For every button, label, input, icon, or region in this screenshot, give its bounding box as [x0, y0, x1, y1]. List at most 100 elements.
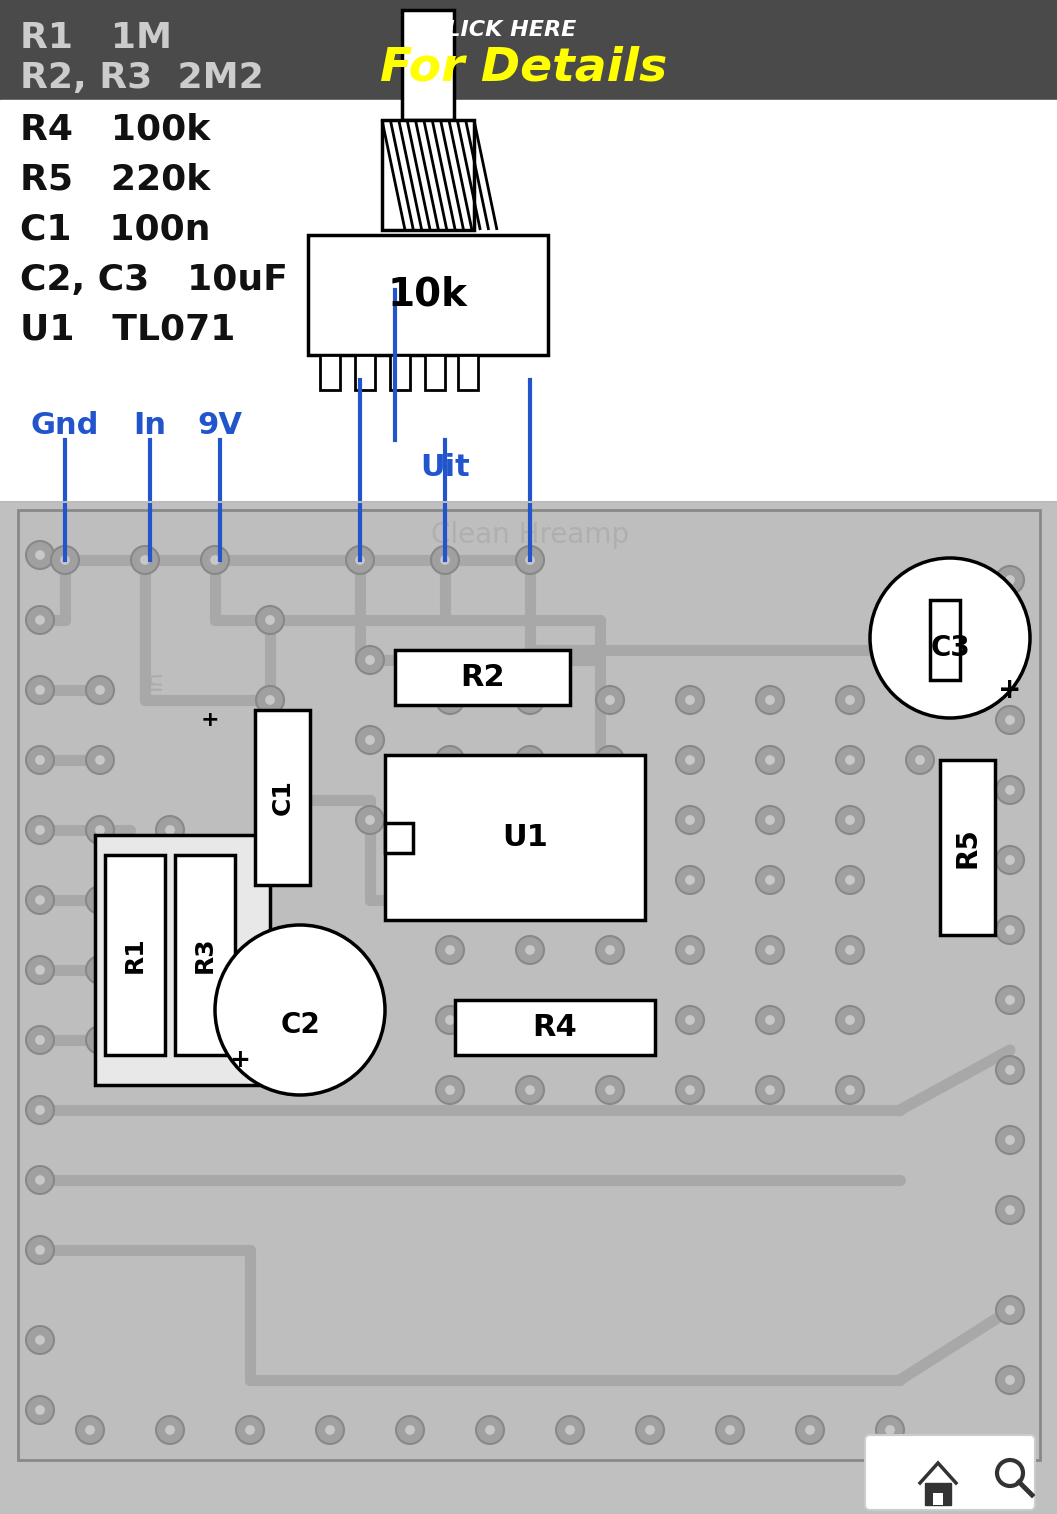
Bar — [95, 836, 270, 1086]
Circle shape — [165, 1425, 174, 1435]
Circle shape — [765, 1086, 775, 1095]
Circle shape — [596, 1005, 624, 1034]
Circle shape — [685, 755, 694, 765]
Bar — [455, 1001, 655, 1055]
Circle shape — [996, 916, 1024, 945]
Text: In: In — [145, 669, 165, 690]
Circle shape — [435, 1076, 464, 1104]
Bar — [308, 235, 548, 354]
Circle shape — [35, 1335, 44, 1344]
Circle shape — [141, 556, 150, 565]
Circle shape — [156, 1416, 184, 1444]
Circle shape — [35, 686, 44, 695]
Circle shape — [95, 1036, 105, 1045]
Circle shape — [676, 1076, 704, 1104]
Circle shape — [356, 646, 384, 674]
Text: U1   TL071: U1 TL071 — [20, 313, 236, 347]
Circle shape — [605, 945, 615, 955]
Circle shape — [836, 746, 864, 774]
Circle shape — [996, 986, 1024, 1014]
Circle shape — [445, 755, 455, 765]
Circle shape — [435, 866, 464, 893]
Circle shape — [645, 1425, 655, 1435]
Circle shape — [996, 1126, 1024, 1154]
Circle shape — [1005, 995, 1015, 1005]
Bar — [425, 354, 445, 391]
Circle shape — [396, 1416, 424, 1444]
Circle shape — [1005, 786, 1015, 795]
Circle shape — [605, 755, 615, 765]
Circle shape — [156, 955, 184, 984]
Circle shape — [596, 936, 624, 964]
Bar — [105, 855, 165, 1055]
Circle shape — [26, 540, 54, 569]
Circle shape — [605, 1086, 615, 1095]
Circle shape — [60, 556, 70, 565]
Circle shape — [35, 1405, 44, 1416]
Circle shape — [765, 815, 775, 825]
Circle shape — [676, 805, 704, 834]
Circle shape — [256, 686, 284, 715]
Circle shape — [35, 1175, 44, 1185]
Circle shape — [95, 825, 105, 834]
Text: R1   1M: R1 1M — [20, 21, 172, 55]
Bar — [175, 855, 235, 1055]
Circle shape — [516, 746, 544, 774]
Circle shape — [26, 675, 54, 704]
Bar — [940, 760, 995, 936]
Circle shape — [525, 875, 535, 884]
Circle shape — [676, 686, 704, 715]
Circle shape — [996, 1055, 1024, 1084]
Bar — [320, 354, 340, 391]
Text: +: + — [998, 675, 1022, 704]
Text: R2, R3  2M2: R2, R3 2M2 — [20, 61, 264, 95]
Circle shape — [516, 1076, 544, 1104]
Circle shape — [605, 1014, 615, 1025]
Circle shape — [765, 695, 775, 706]
Circle shape — [265, 615, 275, 625]
Circle shape — [915, 755, 925, 765]
Circle shape — [836, 686, 864, 715]
Circle shape — [26, 606, 54, 634]
Circle shape — [676, 936, 704, 964]
Circle shape — [35, 1036, 44, 1045]
Circle shape — [525, 755, 535, 765]
Circle shape — [265, 825, 275, 834]
Circle shape — [95, 964, 105, 975]
Circle shape — [445, 875, 455, 884]
Circle shape — [870, 559, 1030, 718]
Circle shape — [765, 755, 775, 765]
Circle shape — [445, 1086, 455, 1095]
Circle shape — [756, 936, 784, 964]
Circle shape — [35, 1105, 44, 1114]
Circle shape — [26, 1026, 54, 1054]
Circle shape — [35, 1245, 44, 1255]
Circle shape — [836, 1076, 864, 1104]
Circle shape — [405, 1425, 415, 1435]
Bar — [255, 710, 310, 886]
Circle shape — [26, 746, 54, 774]
Circle shape — [95, 755, 105, 765]
FancyBboxPatch shape — [865, 1435, 1035, 1509]
Circle shape — [885, 1425, 895, 1435]
Text: R5   220k: R5 220k — [20, 164, 210, 197]
Circle shape — [26, 1235, 54, 1264]
Bar — [395, 650, 570, 706]
Circle shape — [525, 556, 535, 565]
Circle shape — [1005, 1066, 1015, 1075]
Text: C1: C1 — [271, 780, 295, 816]
Circle shape — [996, 706, 1024, 734]
Circle shape — [676, 746, 704, 774]
Circle shape — [605, 875, 615, 884]
Circle shape — [26, 1166, 54, 1195]
Circle shape — [245, 1425, 255, 1435]
Circle shape — [516, 547, 544, 574]
Circle shape — [35, 964, 44, 975]
Circle shape — [445, 945, 455, 955]
Circle shape — [605, 695, 615, 706]
Circle shape — [565, 1425, 575, 1435]
Circle shape — [86, 955, 114, 984]
Circle shape — [525, 1086, 535, 1095]
Circle shape — [165, 825, 174, 834]
Circle shape — [356, 727, 384, 754]
